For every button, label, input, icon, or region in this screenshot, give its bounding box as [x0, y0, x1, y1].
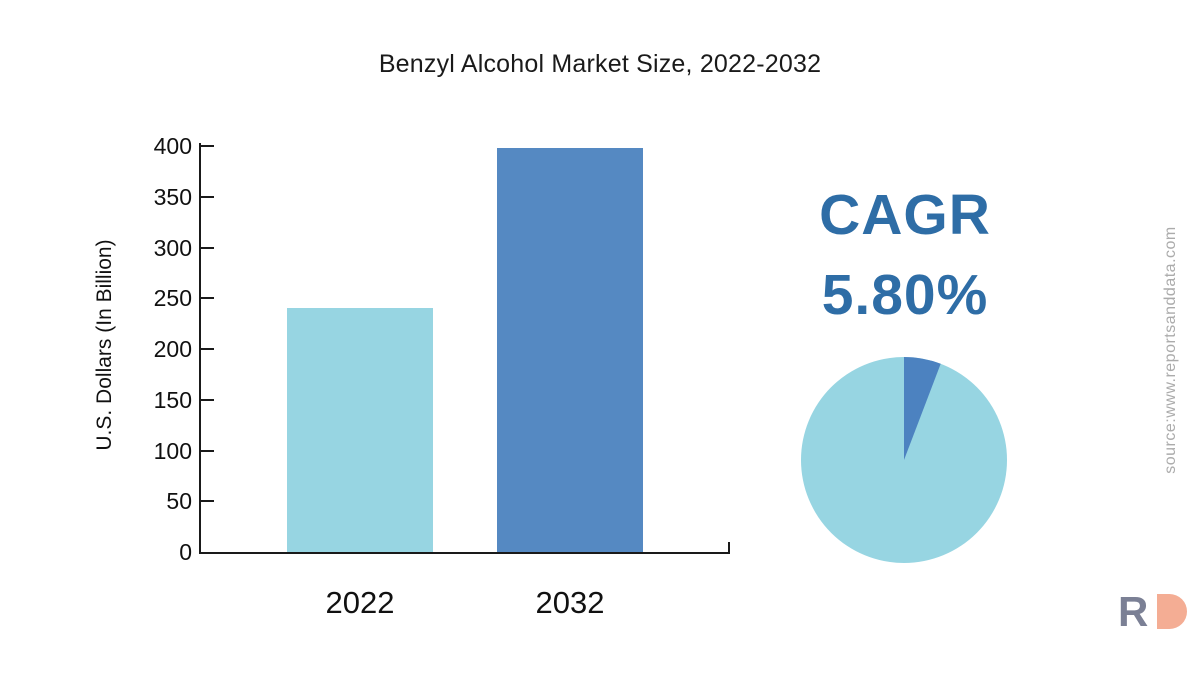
bar-2022 [287, 308, 433, 552]
y-axis-line [199, 143, 201, 554]
y-axis-title: U.S. Dollars (In Billion) [93, 239, 116, 451]
cagr-label: CAGR [819, 183, 991, 247]
y-tick-mark [201, 246, 214, 249]
y-tick-label: 200 [153, 336, 192, 362]
y-tick-label: 350 [153, 183, 192, 210]
y-tick-label: 0 [179, 539, 192, 565]
source-watermark: source:www.reportsanddata.com [1162, 226, 1179, 474]
y-tick-mark [201, 500, 214, 503]
pie-cagr-slice [904, 357, 941, 460]
y-tick-label: 300 [153, 234, 192, 261]
y-tick-label: 50 [166, 488, 192, 515]
cagr-value: 5.80% [821, 263, 989, 327]
x-axis-line [199, 552, 730, 554]
y-tick-label: 400 [153, 133, 192, 159]
x-tick-label: 2032 [535, 585, 605, 620]
x-tick-label: 2022 [325, 585, 395, 620]
y-tick-mark [201, 449, 214, 452]
y-tick-mark [201, 145, 214, 147]
y-tick-mark [201, 348, 214, 350]
bar-2032 [497, 148, 643, 552]
y-tick-label: 250 [153, 285, 192, 312]
cagr-pie-chart [801, 357, 1007, 563]
y-tick-label: 150 [153, 386, 192, 413]
logo-d-shape-icon [1157, 594, 1187, 629]
logo-letter-r: R [1118, 588, 1148, 635]
y-tick-label: 100 [153, 437, 192, 464]
reportsanddata-logo: R [1118, 588, 1198, 635]
y-tick-mark [201, 297, 214, 300]
y-tick-mark [201, 398, 214, 401]
y-tick-mark [201, 195, 214, 198]
chart-title: Benzyl Alcohol Market Size, 2022-2032 [378, 50, 822, 78]
x-axis-end-tick [728, 542, 730, 553]
